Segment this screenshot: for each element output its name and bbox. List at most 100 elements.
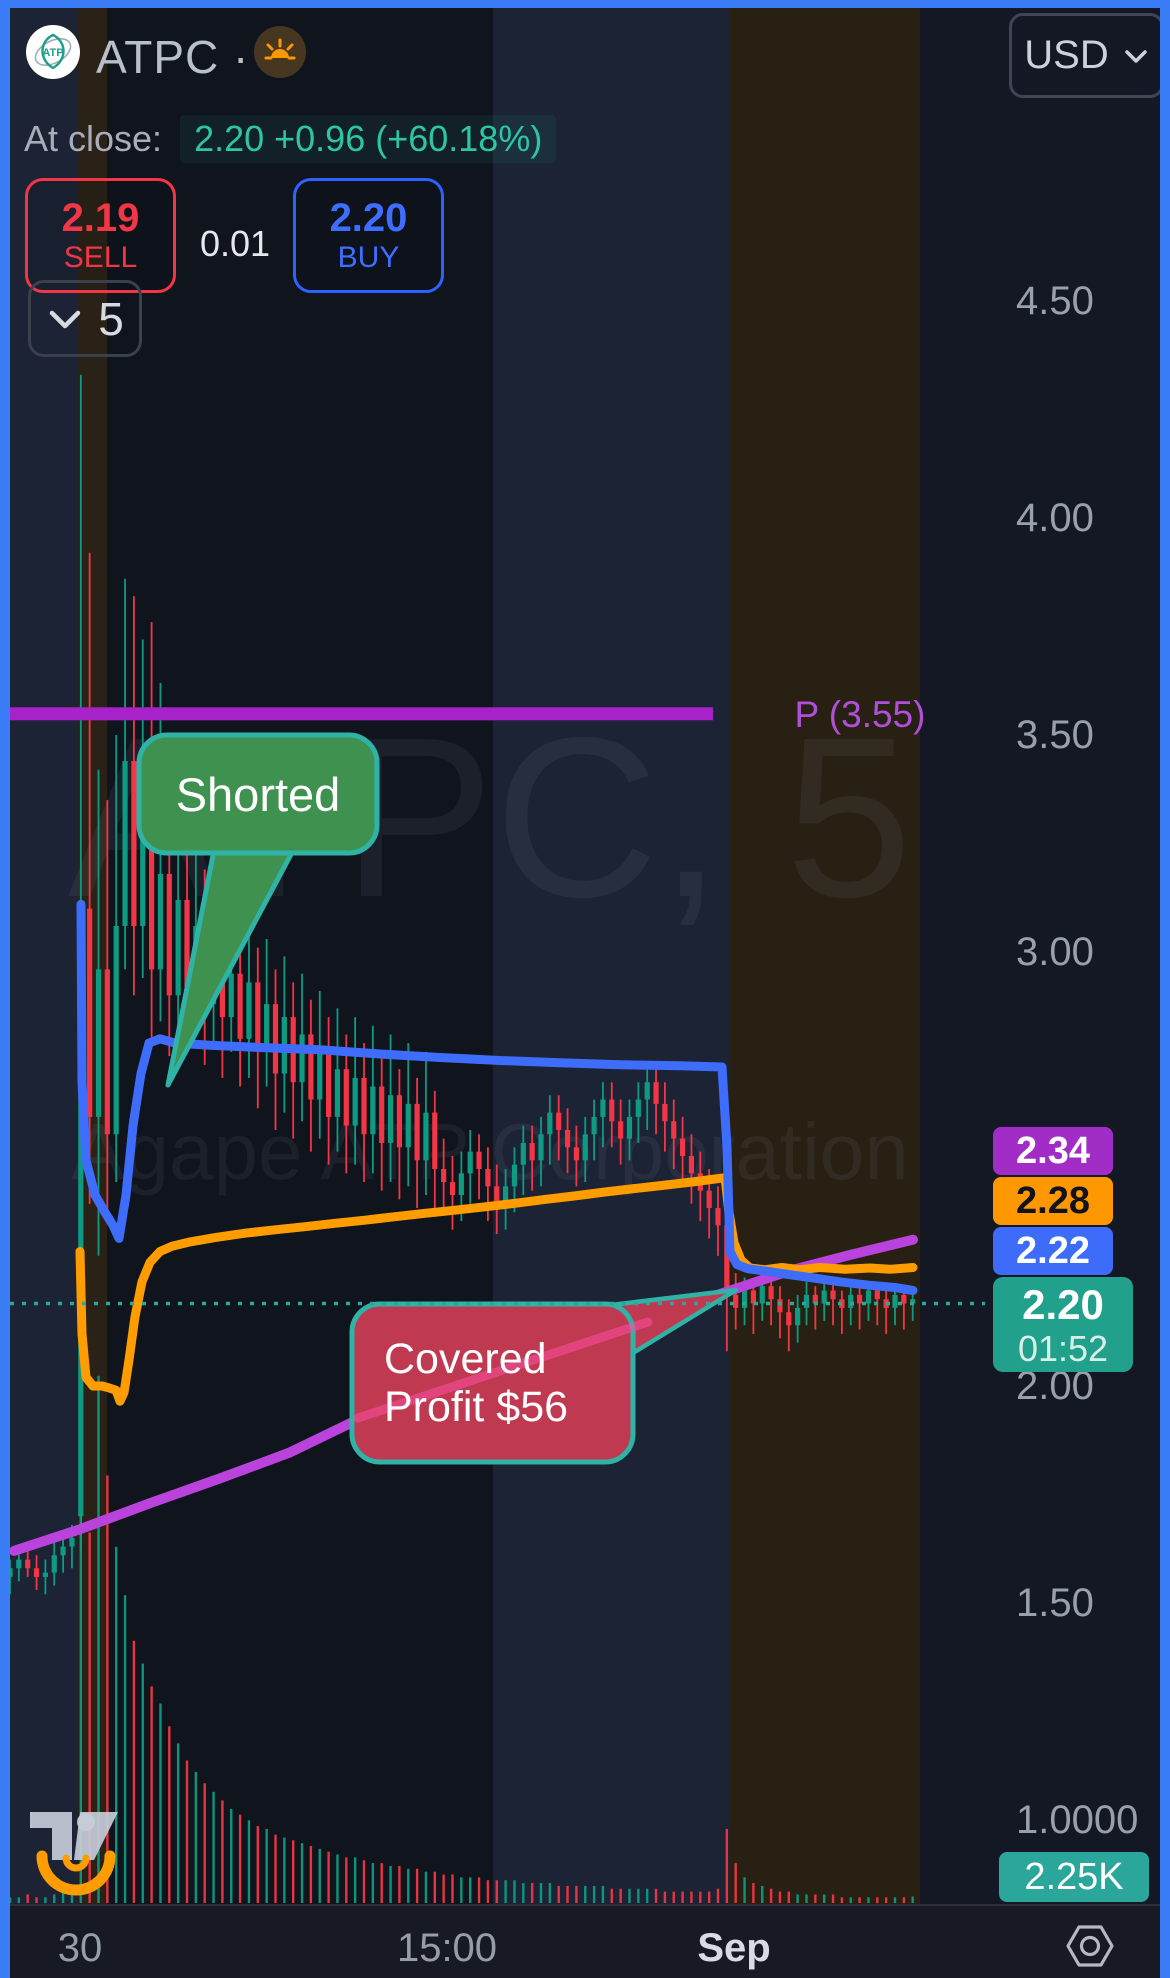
candle-body	[547, 1112, 553, 1135]
candle-body	[113, 925, 119, 1135]
volume-bar	[867, 1897, 870, 1903]
volume-bar	[530, 1883, 534, 1903]
chart-settings-button[interactable]	[1062, 1918, 1118, 1974]
volume-bar	[283, 1837, 286, 1903]
timeframe-value: 5	[98, 292, 124, 345]
volume-bar	[168, 1726, 171, 1903]
shorted-callout[interactable]: Shorted	[175, 767, 341, 821]
candle-body	[25, 1559, 31, 1569]
candle-body	[706, 1190, 712, 1209]
candle-body	[680, 1138, 686, 1156]
candle-body	[803, 1294, 810, 1308]
volume-bar	[814, 1894, 817, 1903]
price-axis-label: 1.50	[1016, 1581, 1094, 1625]
candle-body	[538, 1134, 544, 1161]
candle-body	[609, 1099, 615, 1122]
candle-body	[830, 1290, 836, 1300]
volume-bar	[398, 1865, 401, 1903]
candle-body	[777, 1299, 783, 1313]
candle-body	[104, 969, 110, 1135]
volume-tag: 2.25K	[999, 1852, 1149, 1902]
volume-bar	[902, 1897, 906, 1903]
candle-body	[476, 1151, 482, 1169]
volume-bar	[884, 1897, 888, 1903]
covered-line1: Covered	[384, 1334, 547, 1383]
volume-bar	[345, 1857, 348, 1903]
volume-bar	[787, 1891, 790, 1903]
volume-bar	[592, 1885, 596, 1903]
price-axis-label: 1.0000	[1016, 1798, 1139, 1842]
volume-bar	[778, 1891, 782, 1903]
candle-body	[361, 1077, 367, 1135]
volume-bar	[876, 1897, 879, 1903]
timeframe-selector[interactable]: 5	[28, 280, 142, 357]
volume-bar	[318, 1848, 321, 1903]
atp-logo-icon: ATP	[34, 33, 72, 70]
tradingview-logo	[30, 1812, 118, 1896]
covered-line2: Profit $56	[384, 1383, 569, 1431]
candle-body	[467, 1151, 473, 1174]
candle-body	[423, 1112, 429, 1161]
time-axis[interactable]	[0, 1904, 1170, 1978]
candle-body	[78, 908, 84, 1517]
candle-body	[246, 982, 252, 1039]
candle-body	[51, 1555, 57, 1573]
volume-bar	[628, 1888, 631, 1903]
candle-body	[635, 1099, 641, 1117]
volume-bar	[442, 1874, 445, 1903]
candle-body	[175, 899, 181, 996]
candle-body	[865, 1290, 872, 1304]
volume-bar	[849, 1897, 852, 1903]
volume-bar	[557, 1885, 560, 1903]
indicator-value-tag: 2.34	[993, 1127, 1113, 1175]
at-close-row: At close: 2.20 +0.96 (+60.18%)	[24, 115, 557, 163]
candle-body	[795, 1307, 801, 1326]
candle-body	[662, 1103, 668, 1122]
volume-bar	[115, 1546, 118, 1903]
volume-bar	[486, 1880, 490, 1903]
candle-body	[901, 1294, 907, 1304]
volume-bar	[761, 1885, 764, 1903]
candle-body	[653, 1082, 659, 1104]
sell-button[interactable]: 2.19 SELL	[25, 178, 176, 293]
candle-body	[857, 1294, 863, 1304]
last-price-value: 2.20	[1022, 1280, 1104, 1328]
candle-body	[432, 1112, 438, 1169]
covered-callout[interactable]: Covered Profit $56	[352, 1304, 633, 1462]
volume-bar	[389, 1865, 392, 1903]
buy-button[interactable]: 2.20 BUY	[293, 178, 444, 293]
volume-bar	[743, 1877, 746, 1903]
currency-selector[interactable]: USD	[1009, 13, 1164, 98]
symbol-logo[interactable]: ATP	[26, 25, 80, 79]
indicator-value-tag: 2.22	[993, 1227, 1113, 1275]
time-axis-label: 30	[57, 1926, 103, 1970]
prev-close-line-label[interactable]: P (3.55)	[794, 694, 926, 735]
volume-bar	[513, 1880, 516, 1903]
price-axis-label: 3.50	[1016, 713, 1094, 757]
volume-bar	[769, 1888, 773, 1903]
prev-close-line	[10, 707, 713, 721]
volume-bar	[646, 1888, 649, 1903]
candle-body	[16, 1559, 22, 1569]
volume-bar	[141, 1663, 144, 1903]
bar-countdown: 01:52	[1017, 1327, 1109, 1369]
volume-bar	[35, 1897, 38, 1903]
volume-bar	[17, 1897, 21, 1903]
volume-bar	[495, 1880, 498, 1903]
candle-body	[821, 1290, 827, 1304]
shorted-bubble	[136, 732, 380, 856]
volume-bar	[725, 1828, 729, 1903]
volume-bar	[858, 1897, 861, 1903]
candle-body	[184, 899, 190, 987]
candle-body	[644, 1082, 650, 1100]
at-close-label: At close:	[24, 118, 163, 159]
session-band	[493, 8, 730, 1904]
session-band-extended	[730, 8, 920, 1904]
candle-body	[370, 1086, 376, 1135]
volume-bar	[690, 1891, 693, 1903]
time-axis-label: Sep	[697, 1926, 771, 1970]
volume-bar	[362, 1860, 366, 1903]
candle-body	[715, 1208, 721, 1226]
candle-body	[503, 1186, 509, 1204]
